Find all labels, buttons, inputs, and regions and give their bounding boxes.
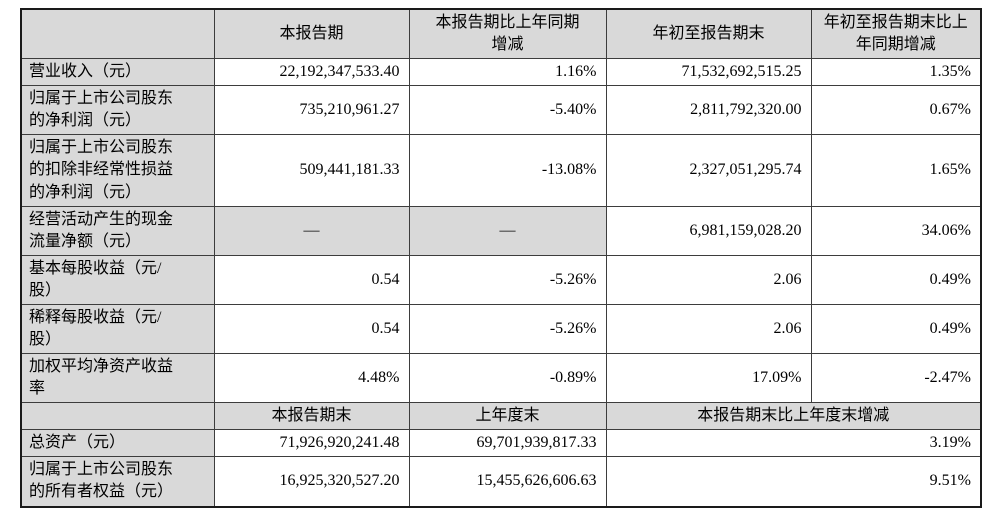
- value-ytd-yoy: -2.47%: [810, 353, 982, 404]
- row-label: 归属于上市公司股东 的所有者权益（元）: [20, 456, 215, 508]
- value-ytd-yoy: 1.35%: [810, 58, 982, 87]
- header-period-end-change: 本报告期末比上年度末增减: [605, 402, 982, 431]
- value-current-end: 16,925,320,527.20: [213, 456, 410, 508]
- row-shareholders-equity: 归属于上市公司股东 的所有者权益（元） 16,925,320,527.20 15…: [20, 456, 982, 508]
- row-label: 营业收入（元）: [20, 58, 215, 87]
- row-label: 总资产（元）: [20, 429, 215, 458]
- value-ytd: 71,532,692,515.25: [605, 58, 812, 87]
- value-ytd: 2,327,051,295.74: [605, 134, 812, 207]
- row-label: 稀释每股收益（元/ 股）: [20, 303, 215, 355]
- value-current: 509,441,181.33: [213, 134, 410, 207]
- balance-header-row: 本报告期末 上年度末 本报告期末比上年度末增减: [20, 402, 982, 431]
- header-current-period: 本报告期: [213, 8, 410, 60]
- value-prior-end: 15,455,626,606.63: [408, 456, 607, 508]
- row-basic-eps: 基本每股收益（元/ 股） 0.54 -5.26% 2.06 0.49%: [20, 254, 982, 305]
- header-prior-year-end: 上年度末: [408, 402, 607, 431]
- row-net-profit-deducted: 归属于上市公司股东 的扣除非经常性损益 的净利润（元） 509,441,181.…: [20, 134, 982, 207]
- value-ytd: 17.09%: [605, 353, 812, 404]
- header-ytd-yoy: 年初至报告期末比上 年同期增减: [810, 8, 982, 60]
- value-ytd-yoy: 0.49%: [810, 254, 982, 305]
- value-ytd: 2,811,792,320.00: [605, 85, 812, 136]
- header-current-period-yoy: 本报告期比上年同期 增减: [408, 8, 607, 60]
- financial-summary-table: 本报告期 本报告期比上年同期 增减 年初至报告期末 年初至报告期末比上 年同期增…: [20, 8, 982, 508]
- value-ytd-yoy: 34.06%: [810, 205, 982, 256]
- value-current-end: 71,926,920,241.48: [213, 429, 410, 458]
- row-operating-cash-flow: 经营活动产生的现金 流量净额（元） — — 6,981,159,028.20 3…: [20, 205, 982, 256]
- row-net-profit: 归属于上市公司股东 的净利润（元） 735,210,961.27 -5.40% …: [20, 85, 982, 136]
- value-ytd: 2.06: [605, 303, 812, 355]
- value-current: 0.54: [213, 254, 410, 305]
- row-label: 基本每股收益（元/ 股）: [20, 254, 215, 305]
- value-current-yoy: -13.08%: [408, 134, 607, 207]
- row-weighted-avg-roe: 加权平均净资产收益 率 4.48% -0.89% 17.09% -2.47%: [20, 353, 982, 404]
- value-ytd-yoy: 0.67%: [810, 85, 982, 136]
- value-ytd-yoy: 1.65%: [810, 134, 982, 207]
- row-total-assets: 总资产（元） 71,926,920,241.48 69,701,939,817.…: [20, 429, 982, 458]
- value-prior-end: 69,701,939,817.33: [408, 429, 607, 458]
- value-current: 22,192,347,533.40: [213, 58, 410, 87]
- row-operating-revenue: 营业收入（元） 22,192,347,533.40 1.16% 71,532,6…: [20, 58, 982, 87]
- value-ytd-yoy: 0.49%: [810, 303, 982, 355]
- header-blank-cell: [20, 402, 215, 431]
- header-blank-cell: [20, 8, 215, 60]
- header-ytd: 年初至报告期末: [605, 8, 812, 60]
- value-current-yoy: 1.16%: [408, 58, 607, 87]
- row-diluted-eps: 稀释每股收益（元/ 股） 0.54 -5.26% 2.06 0.49%: [20, 303, 982, 355]
- row-label: 归属于上市公司股东 的净利润（元）: [20, 85, 215, 136]
- value-ytd: 6,981,159,028.20: [605, 205, 812, 256]
- value-current-dash: —: [213, 205, 410, 256]
- value-current-yoy: -5.26%: [408, 254, 607, 305]
- value-current: 4.48%: [213, 353, 410, 404]
- value-change: 9.51%: [605, 456, 982, 508]
- header-current-period-end: 本报告期末: [213, 402, 410, 431]
- row-label: 加权平均净资产收益 率: [20, 353, 215, 404]
- value-current-yoy: -5.26%: [408, 303, 607, 355]
- value-ytd: 2.06: [605, 254, 812, 305]
- value-current-yoy-dash: —: [408, 205, 607, 256]
- row-label: 经营活动产生的现金 流量净额（元）: [20, 205, 215, 256]
- period-header-row: 本报告期 本报告期比上年同期 增减 年初至报告期末 年初至报告期末比上 年同期增…: [20, 8, 982, 60]
- value-current: 0.54: [213, 303, 410, 355]
- value-change: 3.19%: [605, 429, 982, 458]
- value-current-yoy: -0.89%: [408, 353, 607, 404]
- value-current-yoy: -5.40%: [408, 85, 607, 136]
- row-label: 归属于上市公司股东 的扣除非经常性损益 的净利润（元）: [20, 134, 215, 207]
- value-current: 735,210,961.27: [213, 85, 410, 136]
